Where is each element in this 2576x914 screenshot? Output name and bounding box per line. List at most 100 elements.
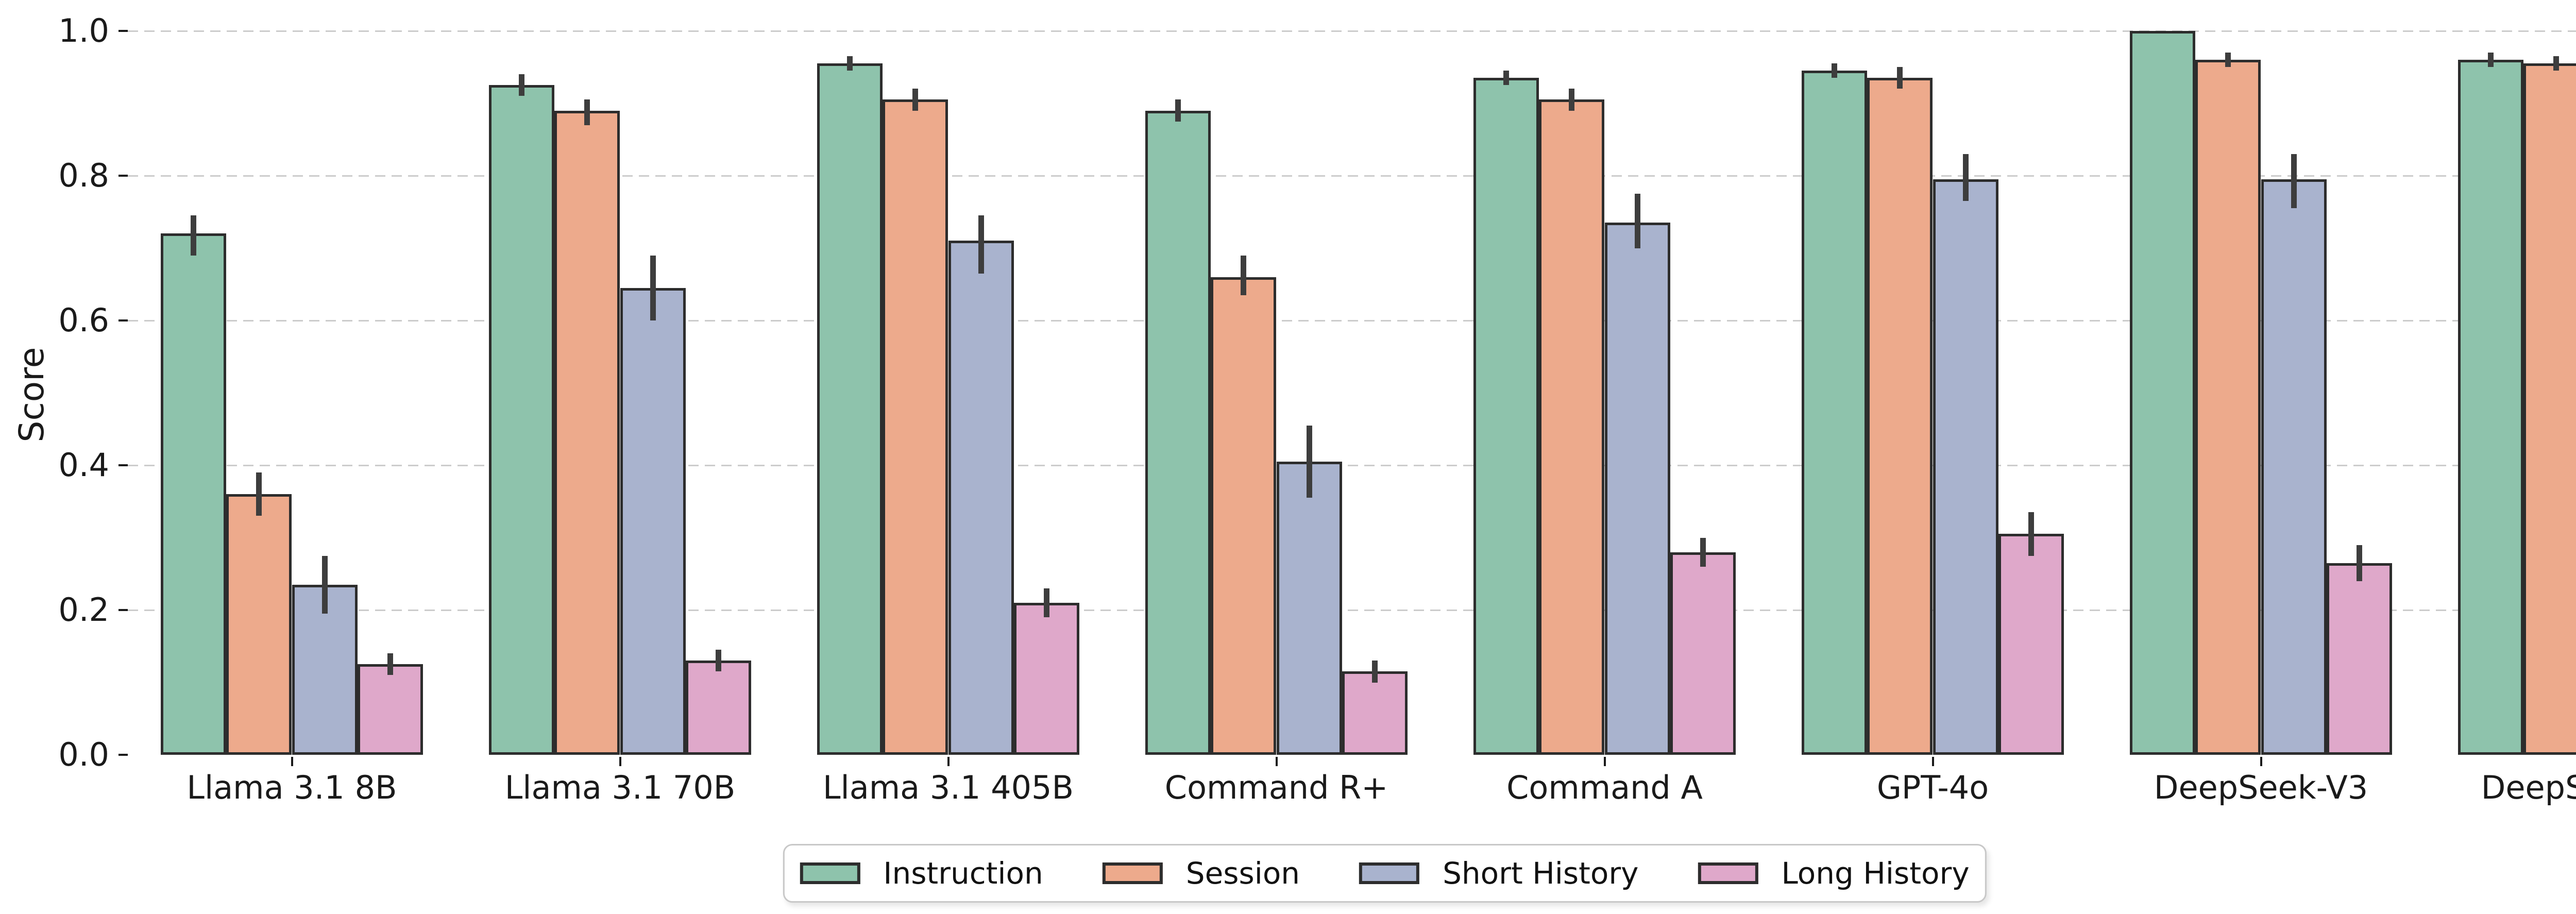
bar [883, 99, 948, 755]
error-bar [1962, 154, 1969, 201]
bar [2261, 179, 2327, 755]
error-bar [1831, 63, 1837, 78]
y-tick-mark [118, 464, 128, 466]
legend-item: Instruction [800, 857, 1043, 890]
legend-item: Short History [1359, 856, 1639, 891]
bar [1342, 671, 1408, 755]
bar [160, 233, 227, 755]
x-tick-mark [2260, 757, 2262, 766]
error-bar [2357, 545, 2363, 581]
legend-item: Long History [1698, 857, 1970, 890]
error-bar [518, 74, 524, 96]
bar [1604, 223, 1670, 755]
y-tick-label: 0.2 [58, 591, 109, 629]
error-bar [321, 555, 328, 614]
gridline [128, 320, 2576, 321]
gridline [128, 610, 2576, 611]
bar [2326, 563, 2393, 755]
error-bar [387, 653, 394, 675]
y-tick-mark [118, 319, 128, 321]
bar [1276, 461, 1342, 755]
bar [2129, 31, 2196, 755]
bar [1998, 534, 2064, 755]
error-bar [2225, 53, 2231, 67]
x-tick-label: GPT-4o [1876, 769, 1989, 806]
legend-label: Instruction [883, 856, 1043, 891]
error-bar [1503, 71, 1509, 86]
legend-swatch [1698, 862, 1758, 884]
bar [2523, 63, 2576, 755]
x-tick-mark [291, 757, 293, 766]
error-bar [2291, 154, 2297, 209]
x-tick-label: Llama 3.1 8B [187, 769, 397, 806]
error-bar [190, 215, 196, 256]
error-bar [1372, 661, 1378, 683]
error-bar [1306, 425, 1312, 498]
bar [357, 664, 423, 755]
error-bar [716, 650, 722, 672]
bar [1801, 71, 1868, 755]
x-tick-label: DeepSeek-V3 [2154, 769, 2368, 806]
legend-item: Session [1102, 856, 1300, 891]
x-tick-mark [947, 757, 950, 766]
error-bar [256, 472, 262, 516]
bar [685, 661, 752, 755]
legend-swatch [1102, 862, 1163, 884]
legend: Instruction Session Short History Long Hist… [783, 844, 1987, 903]
bar [2195, 60, 2261, 755]
x-tick-label: DeepSeek-R1 [2481, 769, 2576, 806]
y-tick-mark [118, 30, 128, 32]
bar [1670, 552, 1736, 755]
error-bar [978, 215, 984, 274]
error-bar [1175, 99, 1181, 122]
y-tick-label: 0.0 [58, 736, 109, 773]
gridline [128, 465, 2576, 466]
y-tick-mark [118, 175, 128, 177]
error-bar [650, 255, 656, 320]
bar [226, 494, 292, 755]
bar [488, 85, 555, 755]
error-bar [1897, 67, 1903, 89]
bar [554, 110, 620, 755]
bar [1933, 179, 1998, 755]
y-tick-label: 0.6 [58, 301, 109, 339]
legend-label: Long History [1781, 856, 1970, 891]
error-bar [1569, 89, 1575, 111]
x-tick-mark [1275, 757, 1278, 766]
bar [948, 241, 1014, 755]
x-tick-mark [619, 757, 621, 766]
x-tick-label: Command R+ [1164, 769, 1388, 806]
legend-swatch [1359, 862, 1420, 884]
legend-swatch [800, 862, 860, 884]
error-bar [1044, 588, 1050, 618]
error-bar [584, 99, 590, 125]
x-tick-label: Llama 3.1 70B [504, 769, 736, 806]
bar [620, 287, 686, 755]
error-bar [2487, 53, 2494, 67]
x-tick-label: Llama 3.1 405B [822, 769, 1074, 806]
bar [1867, 78, 1933, 755]
error-bar [1700, 537, 1706, 567]
y-tick-label: 0.4 [58, 446, 109, 484]
error-bar [2553, 56, 2560, 71]
bar [1013, 602, 1080, 755]
error-bar [846, 56, 853, 71]
x-tick-mark [1603, 757, 1606, 766]
bar [2458, 60, 2524, 755]
bar [817, 63, 883, 755]
plot-area [128, 30, 2576, 755]
error-bar [912, 89, 919, 111]
error-bar [1241, 255, 1247, 295]
legend-label: Session [1185, 856, 1300, 891]
gridline [128, 175, 2576, 177]
legend-label: Short History [1443, 856, 1639, 891]
gridline [128, 30, 2576, 32]
bar [1473, 78, 1539, 755]
x-axis-spine [127, 755, 2576, 757]
x-tick-label: Command A [1506, 769, 1703, 806]
y-tick-label: 1.0 [58, 12, 109, 49]
bar [1539, 99, 1605, 755]
error-bar [1634, 194, 1640, 248]
error-bar [2028, 512, 2035, 556]
